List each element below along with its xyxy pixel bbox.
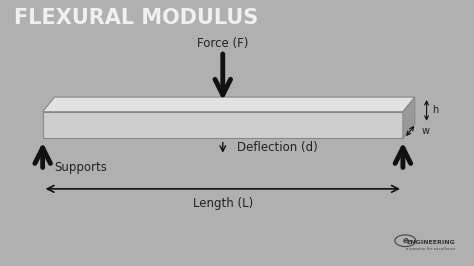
Text: ENGINEERING: ENGINEERING	[406, 240, 455, 245]
Text: FLEXURAL MODULUS: FLEXURAL MODULUS	[14, 8, 258, 28]
Text: Deflection (d): Deflection (d)	[237, 141, 318, 154]
Text: h: h	[432, 105, 438, 115]
Text: Supports: Supports	[55, 161, 108, 174]
Text: Length (L): Length (L)	[192, 197, 253, 210]
Polygon shape	[43, 97, 415, 112]
Text: e: e	[402, 236, 408, 245]
Text: a passion for excellence: a passion for excellence	[406, 247, 455, 251]
Polygon shape	[43, 112, 403, 138]
Text: Force (F): Force (F)	[197, 37, 248, 50]
Polygon shape	[403, 97, 415, 138]
Text: w: w	[422, 126, 430, 136]
